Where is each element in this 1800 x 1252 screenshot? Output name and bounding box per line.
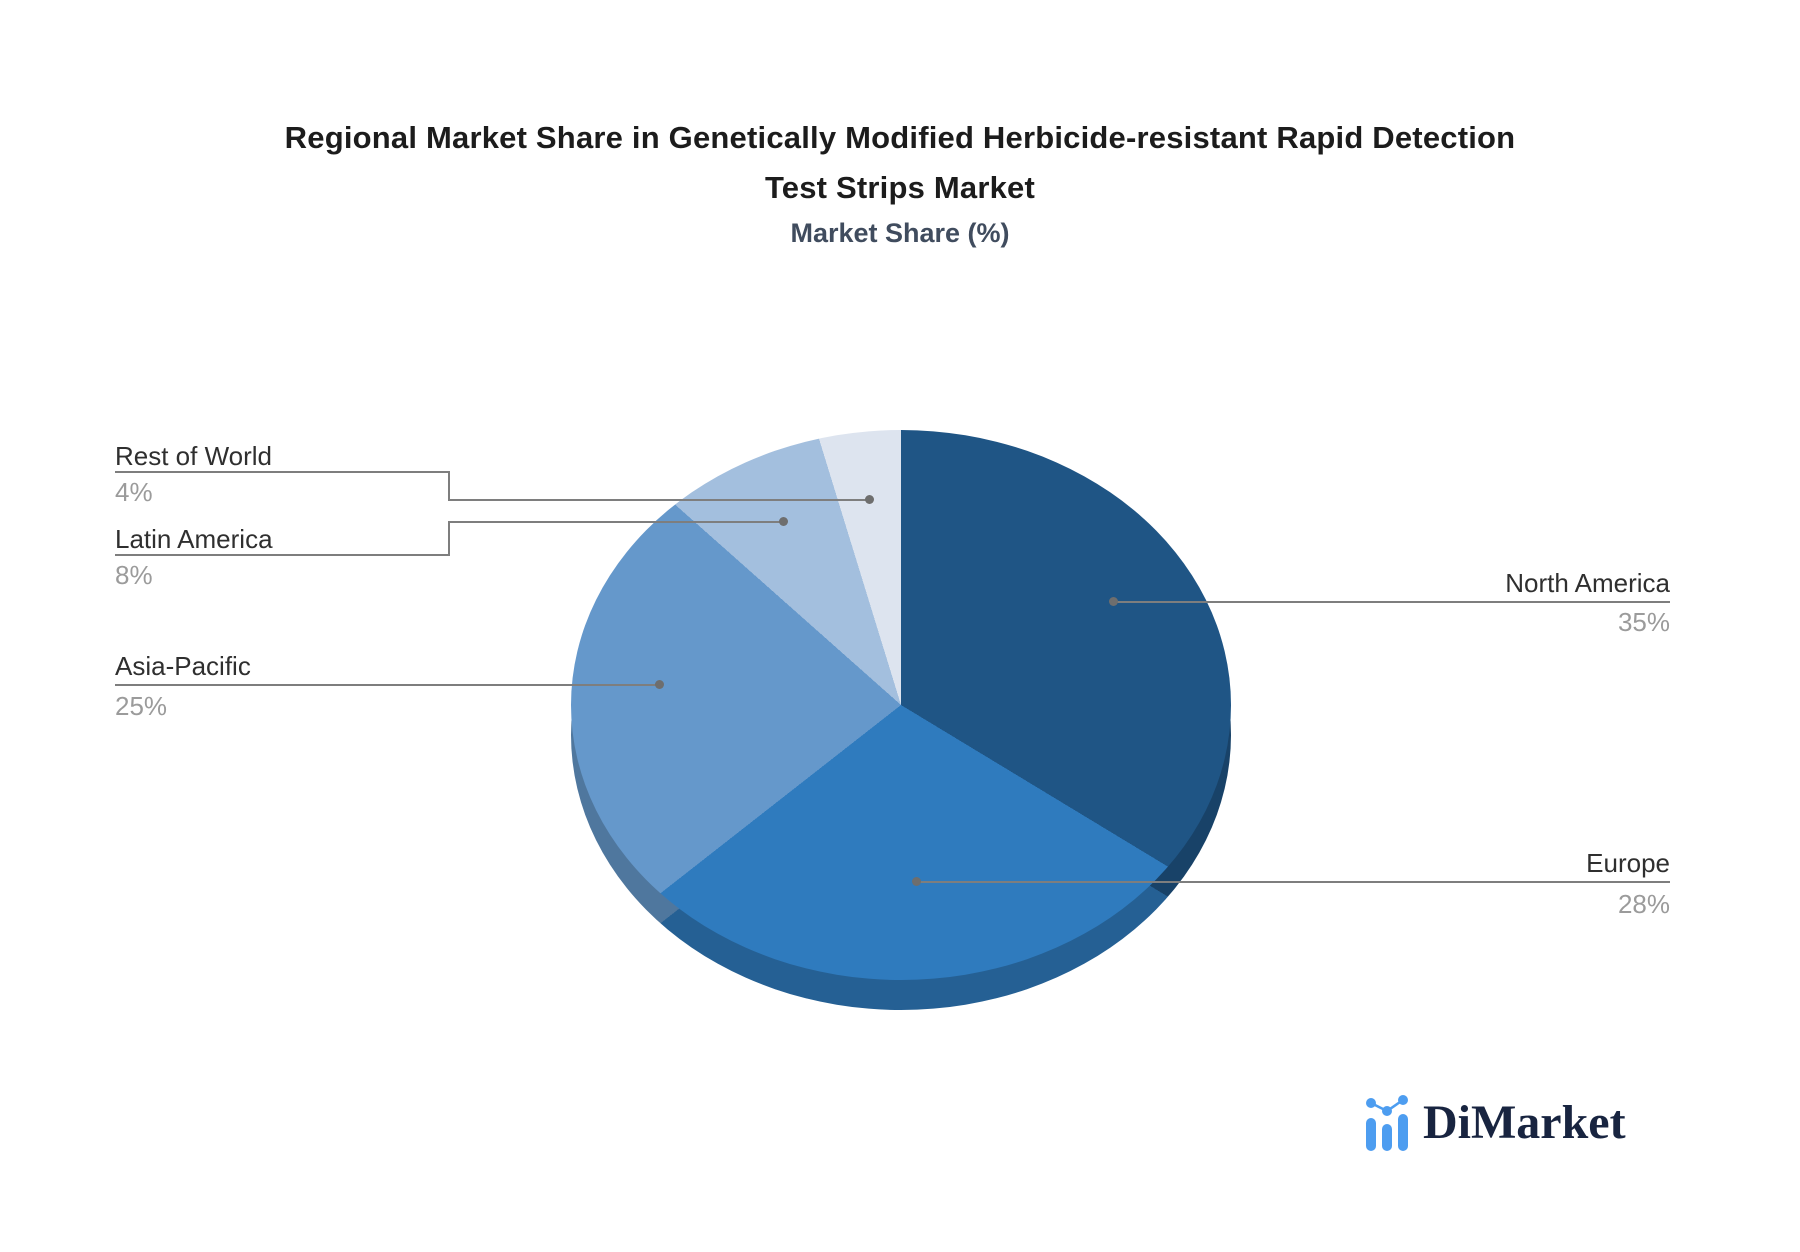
slice-label-rest-of-world: Rest of World bbox=[115, 441, 273, 471]
leader-line bbox=[448, 499, 870, 501]
leader-line bbox=[115, 471, 450, 473]
slice-value-north-america: 35% bbox=[1617, 607, 1670, 637]
slice-value-latin-america: 8% bbox=[115, 560, 153, 590]
slice-value-rest-of-world: 4% bbox=[115, 477, 153, 507]
anchor-dot bbox=[1109, 597, 1118, 606]
leader-line bbox=[1114, 601, 1670, 603]
anchor-dot bbox=[912, 877, 921, 886]
leader-line bbox=[448, 521, 450, 556]
anchor-dot bbox=[779, 517, 788, 526]
anchor-dot bbox=[865, 495, 874, 504]
slice-label-latin-america: Latin America bbox=[115, 524, 273, 554]
chart-subtitle: Market Share (%) bbox=[790, 218, 1010, 248]
slice-value-europe: 28% bbox=[1617, 889, 1670, 919]
chart-title-line-1: Regional Market Share in Genetically Mod… bbox=[284, 120, 1516, 155]
leader-line bbox=[115, 684, 660, 686]
anchor-dot bbox=[655, 680, 664, 689]
slice-value-asia-pacific: 25% bbox=[115, 691, 168, 721]
logo-text: DiMarket bbox=[1423, 1096, 1626, 1149]
leader-line bbox=[448, 521, 784, 523]
bar-line-chart-icon bbox=[1366, 1095, 1408, 1151]
dimarket-logo: DiMarket bbox=[1363, 1095, 1626, 1151]
chart-title-line-2: Test Strips Market bbox=[764, 170, 1036, 205]
slice-label-asia-pacific: Asia-Pacific bbox=[115, 651, 251, 681]
slice-label-north-america: North America bbox=[1505, 568, 1670, 598]
pie-chart bbox=[571, 430, 1231, 980]
leader-line bbox=[115, 554, 450, 556]
slice-label-europe: Europe bbox=[1586, 848, 1670, 878]
leader-line bbox=[917, 881, 1670, 883]
leader-line bbox=[448, 471, 450, 501]
